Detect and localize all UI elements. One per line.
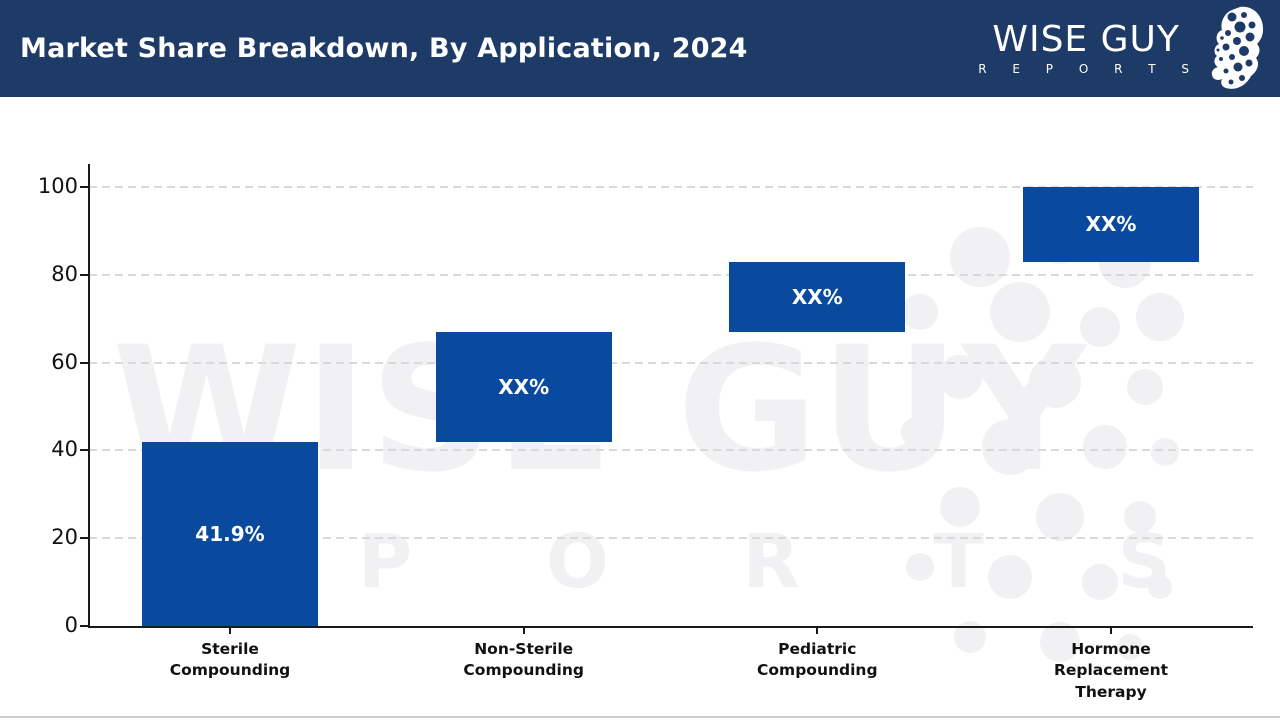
y-gridline xyxy=(89,361,1253,364)
y-gridline xyxy=(89,537,1253,540)
x-axis-category-line: Compounding xyxy=(757,661,878,680)
y-gridline xyxy=(89,273,1253,276)
x-axis-tick xyxy=(522,626,525,634)
watermark-head-profile xyxy=(860,217,1190,681)
y-axis-tick xyxy=(80,186,89,188)
x-axis-category-label: Pediatric Compounding xyxy=(687,639,947,682)
x-axis-tick xyxy=(229,626,231,634)
bar-value-label: XX% xyxy=(791,284,843,309)
y-axis-tick-label: 40 xyxy=(51,437,78,462)
x-axis-category-line: Pediatric xyxy=(778,640,857,658)
logo-wordmark: WISE GUY xyxy=(992,19,1180,60)
header-bar: Market Share Breakdown, By Application, … xyxy=(0,0,1280,97)
x-axis-tick xyxy=(1110,626,1112,634)
y-axis-tick-label: 20 xyxy=(51,525,78,550)
logo-head-profile-icon xyxy=(1188,3,1266,95)
bottom-divider xyxy=(0,716,1280,718)
x-axis-category-line: Compounding xyxy=(169,661,291,680)
bar-value-label: XX% xyxy=(1085,212,1137,237)
logo-subtitle: R E P O R T S xyxy=(978,62,1200,76)
x-axis-category-line: Therapy xyxy=(1075,682,1147,701)
y-axis-tick xyxy=(80,537,89,540)
chart-plot-area: WISE GUY P O R T S 0 20 40 60 80 100 41.9% XX% X… xyxy=(0,97,1280,720)
x-axis-category-line: Sterile xyxy=(201,640,259,658)
x-axis-category-line: Hormone xyxy=(1071,640,1151,658)
page-title: Market Share Breakdown, By Application, … xyxy=(20,33,748,64)
bar-value-label: XX% xyxy=(498,374,550,399)
y-axis-line xyxy=(88,164,90,628)
bar-segment: XX% xyxy=(729,261,906,332)
x-axis-line xyxy=(88,626,1253,628)
watermark-subtitle: P O R T S xyxy=(358,519,1225,605)
x-axis-category-label: Hormone Replacement Therapy xyxy=(981,639,1241,703)
bar-segment: XX% xyxy=(435,331,612,443)
y-axis-tick xyxy=(80,361,89,364)
y-axis-tick xyxy=(80,625,89,627)
x-axis-tick xyxy=(816,626,819,634)
y-axis-tick-label: 100 xyxy=(37,174,78,198)
y-axis-tick-label: 60 xyxy=(51,349,78,374)
bar-segment: XX% xyxy=(1023,187,1199,262)
x-axis-category-line: Compounding xyxy=(463,661,584,680)
logo-text: WISE GUY R E P O R T S xyxy=(972,19,1200,76)
x-axis-category-label: Sterile Compounding xyxy=(100,639,360,682)
y-axis-tick xyxy=(80,449,89,452)
y-gridline xyxy=(89,186,1253,188)
wise-guy-reports-logo: WISE GUY R E P O R T S xyxy=(972,3,1266,95)
y-axis-tick-label: 80 xyxy=(51,261,78,286)
x-axis-category-line: Replacement xyxy=(1053,661,1169,680)
y-axis-tick-label: 0 xyxy=(64,613,78,637)
x-axis-category-line: Non-Sterile xyxy=(474,640,574,658)
x-axis-category-label: Non-Sterile Compounding xyxy=(394,639,654,682)
bar-value-label: 41.9% xyxy=(195,522,265,547)
y-axis-tick xyxy=(80,273,89,276)
bar-segment: 41.9% xyxy=(142,442,318,626)
y-gridline xyxy=(89,449,1253,452)
